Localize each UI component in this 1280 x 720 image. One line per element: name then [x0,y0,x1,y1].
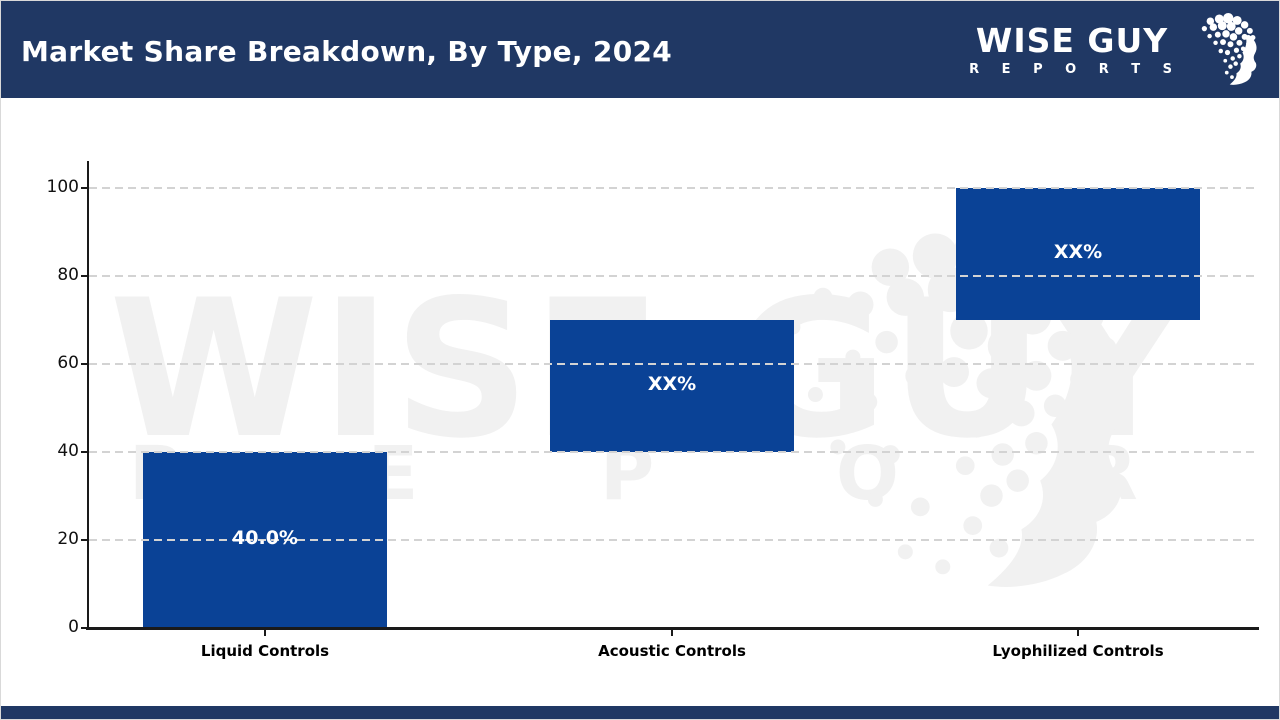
y-axis-tick-label: 100 [46,177,79,197]
y-gridline [89,539,1258,541]
y-axis-tick-mark [81,187,89,189]
bar-3 [956,188,1200,320]
page-title: Market Share Breakdown, By Type, 2024 [21,35,673,68]
bar-2 [550,320,794,452]
y-axis-line [87,161,89,630]
bar-chart: 0 20 40 60 80 100 40.0% Liquid Controls XX% Acous… [1,98,1279,708]
y-gridline [89,187,1258,189]
logo-text: WISE GUY R E P O R T S [963,21,1181,77]
x-axis-category-label: Liquid Controls [200,642,330,660]
logo-wordmark: WISE GUY [975,21,1169,60]
logo-subtitle: R E P O R T S [969,62,1181,77]
bar-value-label: XX% [647,373,697,395]
y-axis-tick-mark [81,451,89,453]
x-axis-category-label: Acoustic Controls [598,642,746,660]
y-axis-tick-mark [81,627,89,629]
x-axis-line [86,627,1259,630]
footer-band [1,706,1279,719]
y-gridline [89,275,1258,277]
y-gridline [89,451,1258,453]
header-band: Market Share Breakdown, By Type, 2024 WI… [1,1,1279,98]
face-dots-icon [1201,12,1257,85]
x-axis-tick-mark [1077,628,1079,636]
bar-value-label: 40.0% [232,527,298,549]
x-axis-category-label: Lyophilized Controls [992,642,1164,660]
y-axis-tick-mark [81,539,89,541]
y-axis-tick-mark [81,363,89,365]
x-axis-tick-mark [671,628,673,636]
y-axis-tick-label: 40 [57,441,79,461]
y-axis-tick-label: 80 [57,265,79,285]
y-axis-tick-label: 60 [57,353,79,373]
y-gridline [89,363,1258,365]
y-axis-tick-mark [81,275,89,277]
y-axis-tick-label: 0 [68,617,79,637]
x-axis-tick-mark [264,628,266,636]
wiseguy-reports-logo: WISE GUY R E P O R T S [969,7,1267,93]
bar-value-label: XX% [1053,241,1103,263]
y-axis-tick-label: 20 [57,529,79,549]
